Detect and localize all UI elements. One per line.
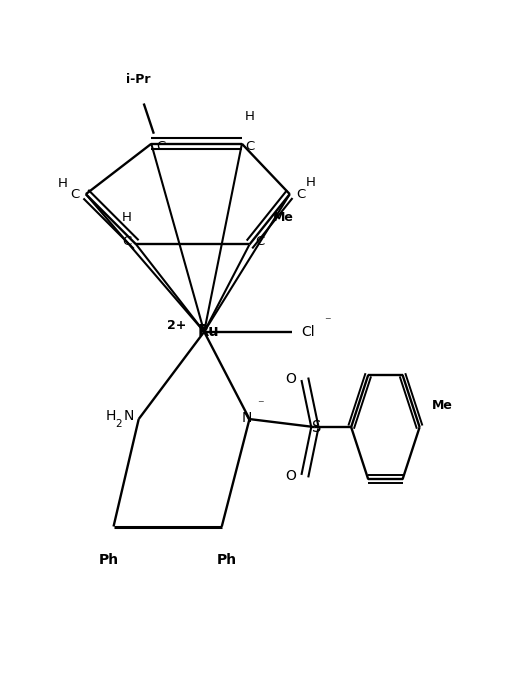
Text: C: C [255,236,264,248]
Text: C: C [70,188,79,200]
Text: H: H [58,177,68,190]
Text: C: C [245,140,254,153]
Text: N: N [242,411,252,424]
Text: O: O [286,469,296,483]
Text: Ph: Ph [217,553,237,567]
Text: ⁻: ⁻ [324,315,331,328]
Text: H: H [106,409,116,422]
Text: C: C [123,236,132,248]
Text: C: C [157,140,166,153]
Text: 2: 2 [115,420,122,429]
Text: Me: Me [432,399,453,412]
Text: S: S [312,420,321,435]
Text: Me: Me [273,211,294,224]
Text: O: O [286,372,296,386]
Text: i-Pr: i-Pr [126,74,151,87]
Text: Ru: Ru [197,324,219,339]
Text: ⁻: ⁻ [257,398,264,411]
Text: H: H [122,211,132,224]
Text: H: H [244,110,254,123]
Text: 2+: 2+ [167,319,186,332]
Text: C: C [296,188,305,200]
Text: Cl: Cl [301,325,315,338]
Text: N: N [124,409,134,422]
Text: H: H [306,175,316,189]
Text: Ph: Ph [98,553,119,567]
